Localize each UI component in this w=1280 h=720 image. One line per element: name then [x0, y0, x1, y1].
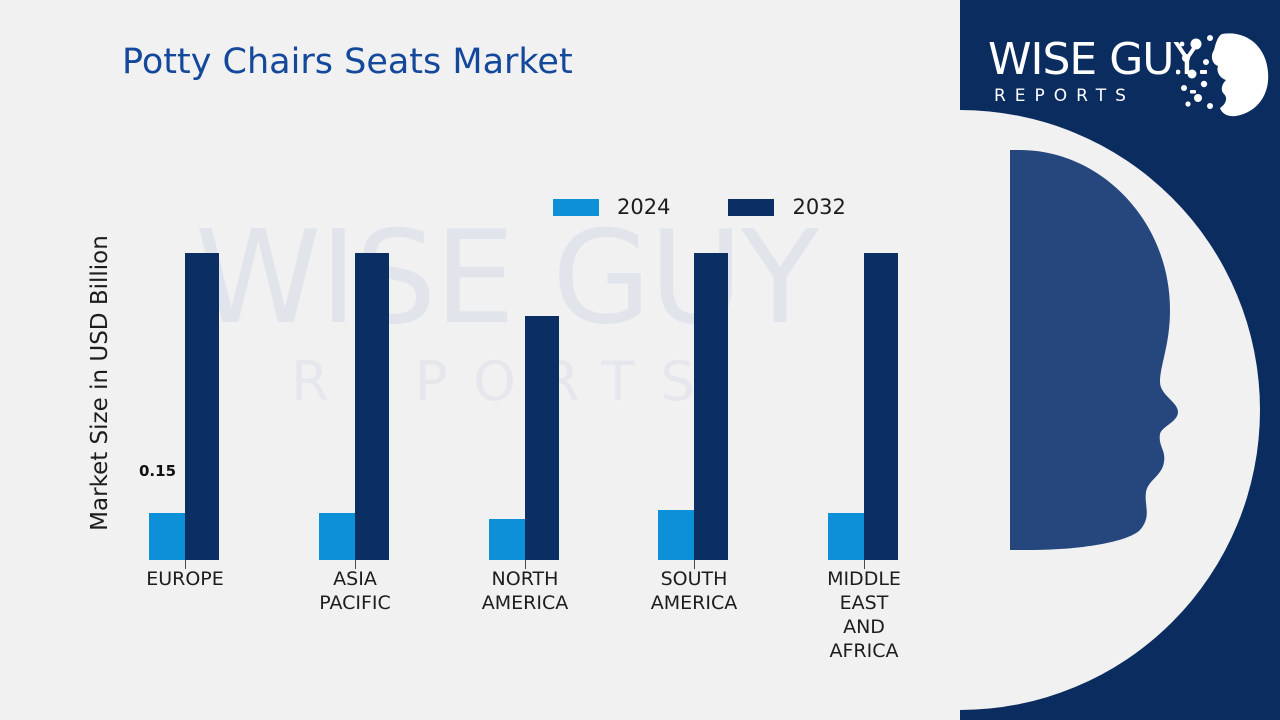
x-axis-tick	[525, 560, 526, 569]
legend-item-2032[interactable]: 2032	[728, 195, 846, 219]
data-label: 0.15	[139, 462, 177, 480]
x-axis-label-north-america: NORTH AMERICA	[435, 567, 615, 615]
x-axis-label-middle-east-and-africa: MIDDLE EAST AND AFRICA	[774, 567, 954, 663]
x-axis-label-asia-pacific: ASIA PACIFIC	[265, 567, 445, 615]
logo-reports-text: REPORTS	[994, 86, 1135, 106]
bar-2024-north-america[interactable]	[489, 519, 525, 560]
x-axis-label-line: SOUTH	[660, 568, 728, 590]
wiseguy-logo: WISE GUY REPORTS	[980, 28, 1270, 120]
panel-head-silhouette-icon	[1010, 150, 1220, 570]
plot-area: EUROPE ASIA PACIFIC NORTH AMERICA SOUTH AMERIC…	[95, 253, 954, 663]
logo-wiseguy-text: WISE GUY	[988, 34, 1200, 85]
x-axis-label-south-america: SOUTH AMERICA	[604, 567, 784, 615]
legend-item-2024[interactable]: 2024	[553, 195, 670, 219]
legend-swatch-2024	[553, 198, 599, 216]
bar-2024-south-america[interactable]	[658, 510, 694, 560]
bar-2032-middle-east-and-africa[interactable]	[864, 253, 898, 560]
bar-2024-middle-east-and-africa[interactable]	[828, 513, 864, 560]
x-axis-tick	[864, 560, 865, 569]
x-axis-label-line: ASIA	[333, 568, 377, 590]
x-axis-label-line: NORTH	[491, 568, 559, 590]
x-axis-tick	[355, 560, 356, 569]
x-axis-label-line: EAST	[839, 592, 889, 614]
x-axis-label-line: MIDDLE	[827, 568, 901, 590]
bar-2024-europe[interactable]	[149, 513, 185, 560]
bar-2032-asia-pacific[interactable]	[355, 253, 389, 560]
x-axis-label-line: AND	[843, 616, 885, 638]
bar-2032-europe[interactable]	[185, 253, 219, 560]
brand-panel	[960, 0, 1280, 720]
chart-title: Potty Chairs Seats Market	[122, 42, 573, 82]
x-axis-tick	[185, 560, 186, 569]
x-axis-label-line: PACIFIC	[319, 592, 391, 614]
bar-2024-asia-pacific[interactable]	[319, 513, 355, 560]
bar-2032-north-america[interactable]	[525, 316, 559, 560]
x-axis-label-line: AFRICA	[829, 640, 899, 662]
x-axis-label-line: EUROPE	[146, 568, 224, 590]
x-axis-label-europe: EUROPE	[95, 567, 275, 591]
legend-label-2032: 2032	[792, 195, 846, 219]
logo-head-dots-icon	[1175, 28, 1272, 120]
legend-swatch-2032	[728, 198, 775, 216]
bar-2032-south-america[interactable]	[694, 253, 728, 560]
chart-legend: 2024 2032	[553, 194, 846, 220]
x-axis-label-line: AMERICA	[481, 592, 569, 614]
legend-label-2024: 2024	[617, 195, 671, 219]
x-axis-tick	[694, 560, 695, 569]
x-axis-label-line: AMERICA	[650, 592, 738, 614]
